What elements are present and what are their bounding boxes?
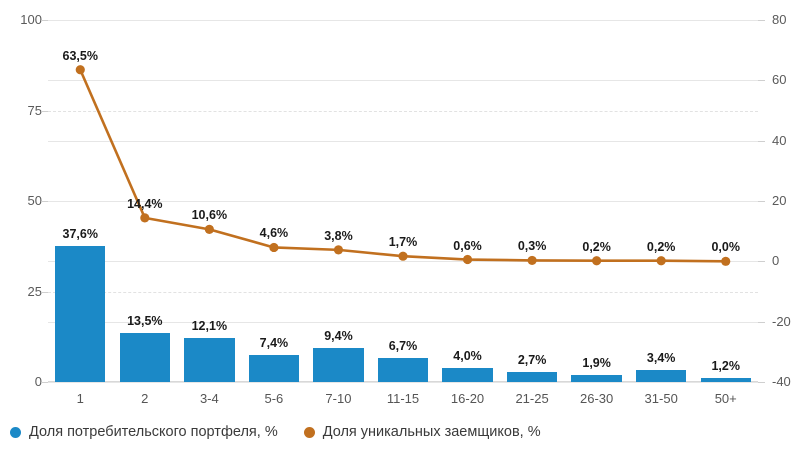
category-axis-label: 7-10 [325,391,352,406]
left-axis-tick-label: 50 [27,193,42,208]
left-axis-tick-label: 25 [27,283,42,299]
gridline-dashed [48,110,758,112]
line-marker [269,242,279,253]
line-data-label: 14,4% [127,196,163,211]
right-axis-tick-label: 0 [772,253,780,269]
right-axis-tick-label: -40 [772,374,791,389]
left-axis-tick-mark [41,110,48,112]
right-axis-tick-mark [758,20,765,21]
gridline [48,20,758,21]
bar [571,375,622,382]
category-axis-label: 2 [141,391,149,406]
category-axis-label: 31-50 [644,391,678,406]
bar [636,369,687,382]
category-axis-label: 26-30 [580,391,614,406]
bar-data-label: 9,4% [324,328,353,343]
left-axis-tick-label: 0 [34,374,42,389]
right-axis-tick-mark [758,140,765,142]
line-data-label: 0,3% [517,239,547,254]
bar-data-label: 3,4% [646,350,676,365]
line-marker [656,256,666,266]
bar [700,377,751,382]
line-marker [140,213,150,223]
right-axis-tick-mark [758,80,765,82]
bar-data-label: 7,4% [259,336,289,351]
gridline [48,80,758,82]
line-marker [75,65,85,75]
legend-marker-dot-icon [303,426,315,438]
left-axis-tick-mark [41,291,48,293]
left-axis-tick-label: 100 [20,12,42,27]
bar [377,357,429,382]
gridline [48,140,758,142]
bar [442,367,493,382]
line-marker [721,256,731,266]
line-data-label: 0,2% [582,239,611,254]
right-axis-tick-mark [758,321,765,323]
plot-area: 63,5% 14,4% 10,6% 4,6% 3,8% 1,7% 0,6% 0,3% 0,2% 0… [48,20,758,383]
bar [119,333,170,382]
bar-data-label: 13,5% [127,314,163,329]
bar [248,355,300,382]
gridline [48,201,758,202]
line-data-label: 1,7% [388,235,418,250]
right-axis-tick-label: 20 [772,193,787,208]
right-axis-tick-label: 80 [772,12,787,27]
bar-data-label: 2,7% [517,353,547,368]
right-axis-tick-label: -20 [772,313,791,329]
line-data-label: 0,6% [453,238,482,253]
bar-data-label: 37,6% [62,226,98,241]
category-axis-label: 50+ [714,391,737,406]
bar [313,347,364,382]
line-marker [592,256,602,266]
line-path [78,68,728,263]
line-data-label: 3,8% [324,228,353,243]
left-axis-tick-mark [41,20,48,21]
bar-data-label: 6,7% [388,338,418,353]
line-series [75,65,731,266]
right-axis-tick-mark [758,382,765,383]
bar-data-label: 1,2% [711,358,740,373]
category-axis-label: 16-20 [450,391,485,406]
legend-item[interactable]: Доля потребительского портфеля, % [10,424,278,440]
category-axis-label: 5-6 [264,391,284,406]
category-axis-label: 1 [76,391,84,406]
gridline [48,261,758,263]
left-axis-tick-mark [41,382,48,383]
left-axis-tick-mark [41,201,48,202]
left-axis-tick-label: 75 [27,102,42,118]
legend-item[interactable]: Доля уникальных заемщиков, % [303,424,541,440]
right-axis-tick-mark [758,201,765,202]
line-marker [333,245,344,255]
right-axis-tick-label: 40 [772,132,787,148]
bar-data-label: 4,0% [453,348,482,363]
line-data-label: 4,6% [259,226,289,241]
bar [55,245,106,382]
right-axis-tick-mark [758,261,765,263]
bar [184,338,235,382]
category-axis-label: 21-25 [515,391,549,406]
legend-marker-dot-icon [10,426,21,438]
line-marker [398,251,408,261]
gridline-dashed [48,291,758,293]
chart-legend: Доля потребительского портфеля, % Доля ун… [10,424,541,440]
gridline [48,382,758,383]
gridline [48,321,758,323]
bar [506,372,558,382]
bar-data-label: 1,9% [582,356,611,371]
line-data-label: 0,0% [711,240,740,255]
line-data-label: 10,6% [191,208,228,223]
legend-label: Доля потребительского портфеля, % [29,424,278,440]
line-marker [462,254,473,265]
bar-data-label: 12,1% [191,319,228,334]
right-axis-tick-label: 60 [772,72,787,88]
legend-label: Доля уникальных заемщиков, % [322,424,541,440]
line-marker [204,224,214,234]
category-axis-label: 3-4 [199,391,219,406]
category-axis-label: 11-15 [386,391,420,406]
line-data-label: 0,2% [646,239,676,254]
line-data-label: 63,5% [62,48,98,63]
line-marker [527,255,537,266]
